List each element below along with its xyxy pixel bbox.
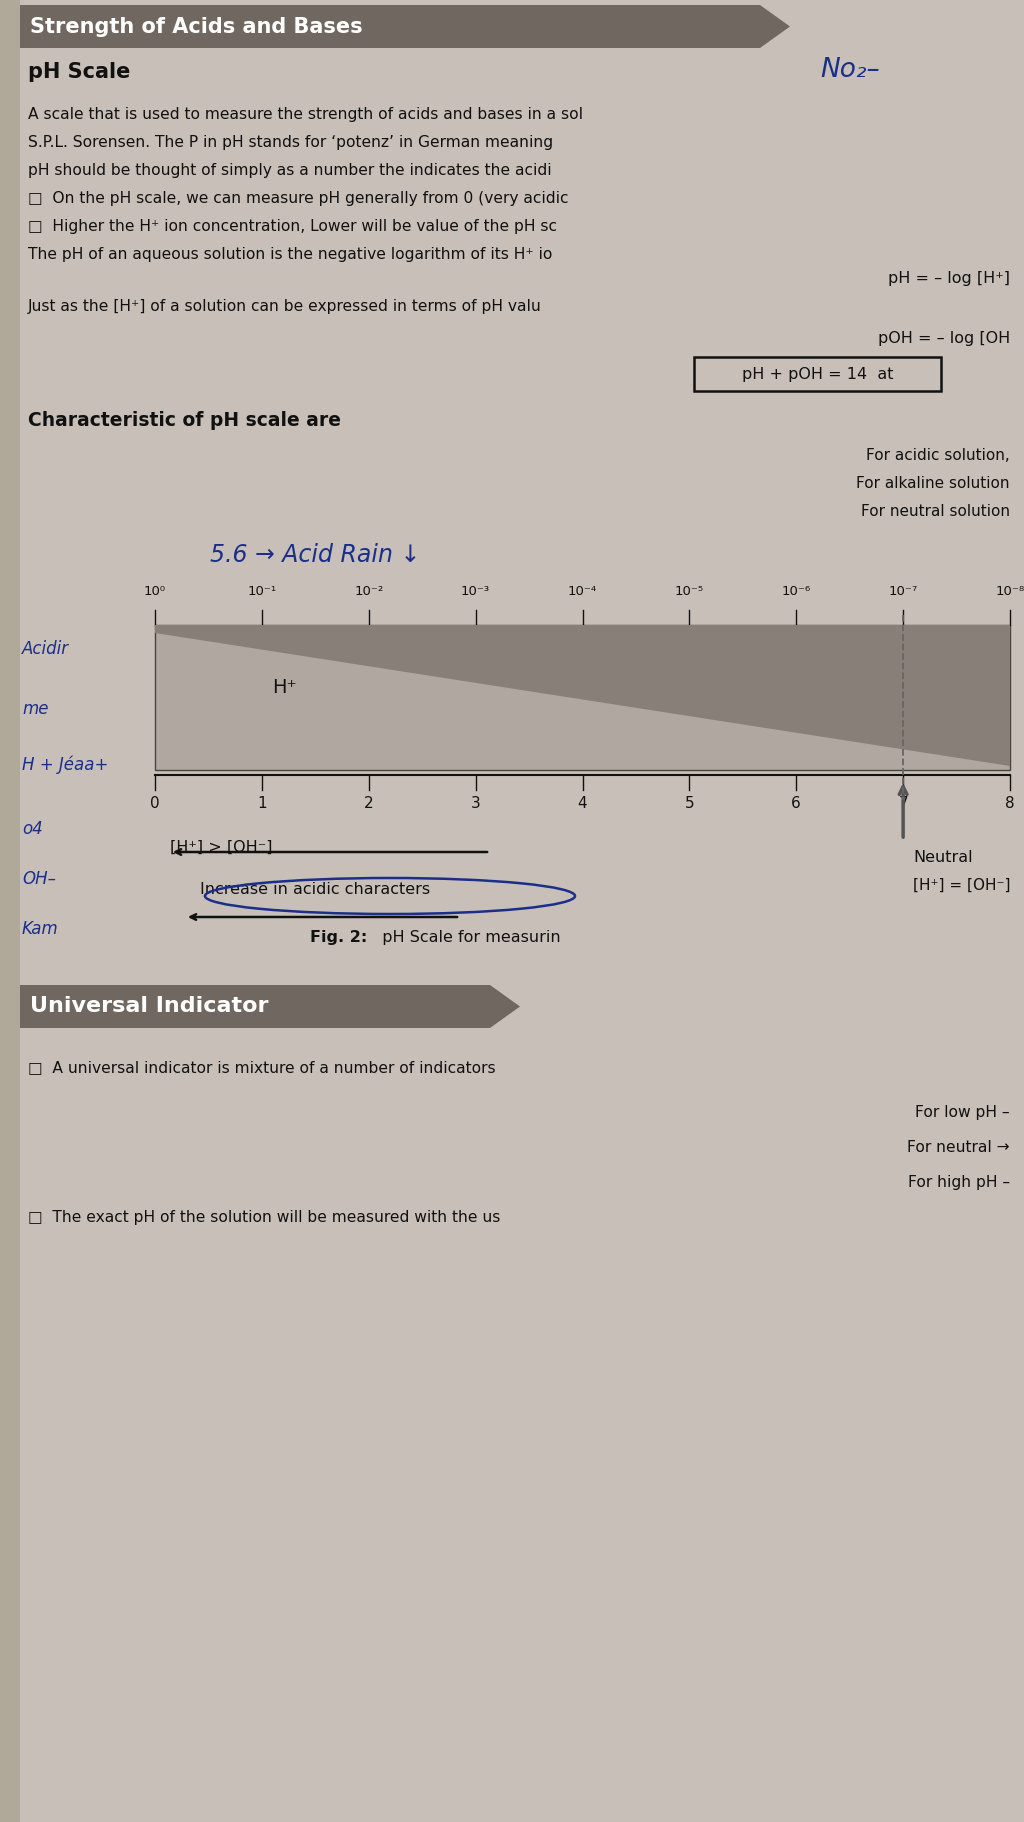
Text: For acidic solution,: For acidic solution, <box>866 448 1010 463</box>
Text: 6: 6 <box>792 796 801 811</box>
Bar <box>20 986 490 1028</box>
Text: 8: 8 <box>1006 796 1015 811</box>
Text: Acidir: Acidir <box>22 640 70 658</box>
Text: pH + pOH = 14  at: pH + pOH = 14 at <box>741 366 893 381</box>
Text: □  Higher the H⁺ ion concentration, Lower will be value of the pH sc: □ Higher the H⁺ ion concentration, Lower… <box>28 219 557 233</box>
Text: □  On the pH scale, we can measure pH generally from 0 (very acidic: □ On the pH scale, we can measure pH gen… <box>28 191 568 206</box>
Text: Fig. 2:: Fig. 2: <box>310 929 368 946</box>
Text: For alkaline solution: For alkaline solution <box>856 476 1010 490</box>
Text: o4: o4 <box>22 820 43 838</box>
Text: [H⁺] = [OH⁻]: [H⁺] = [OH⁻] <box>913 878 1011 893</box>
Text: Neutral: Neutral <box>913 851 973 865</box>
Text: □  A universal indicator is mixture of a number of indicators: □ A universal indicator is mixture of a … <box>28 1060 496 1075</box>
Text: me: me <box>22 700 48 718</box>
Text: Strength of Acids and Bases: Strength of Acids and Bases <box>30 16 362 36</box>
Text: For low pH –: For low pH – <box>915 1104 1010 1121</box>
Text: H⁺: H⁺ <box>272 678 297 698</box>
Text: Characteristic of pH scale are: Characteristic of pH scale are <box>28 410 341 430</box>
Text: 10⁻⁸: 10⁻⁸ <box>995 585 1024 598</box>
Text: 10⁻⁶: 10⁻⁶ <box>781 585 811 598</box>
Text: H + Jéaa+: H + Jéaa+ <box>22 754 109 774</box>
Text: OH–: OH– <box>22 869 56 887</box>
Text: 1: 1 <box>257 796 266 811</box>
Text: Kam: Kam <box>22 920 58 938</box>
FancyBboxPatch shape <box>694 357 941 392</box>
Polygon shape <box>155 625 1010 765</box>
Text: 5.6 → Acid Rain ↓: 5.6 → Acid Rain ↓ <box>210 543 420 567</box>
Text: For neutral solution: For neutral solution <box>861 503 1010 519</box>
Text: [H⁺] > [OH⁻]: [H⁺] > [OH⁻] <box>170 840 272 855</box>
Bar <box>0 0 20 1822</box>
Bar <box>20 5 760 47</box>
Text: 10⁻²: 10⁻² <box>354 585 383 598</box>
Text: 10⁰: 10⁰ <box>144 585 166 598</box>
Text: 3: 3 <box>471 796 480 811</box>
Text: A scale that is used to measure the strength of acids and bases in a sol: A scale that is used to measure the stre… <box>28 106 583 122</box>
Text: For neutral →: For neutral → <box>907 1141 1010 1155</box>
Text: 7: 7 <box>898 796 908 811</box>
Polygon shape <box>760 5 790 47</box>
Text: 10⁻¹: 10⁻¹ <box>248 585 276 598</box>
Text: □  The exact pH of the solution will be measured with the us: □ The exact pH of the solution will be m… <box>28 1210 501 1224</box>
Text: pOH = – log [OH: pOH = – log [OH <box>878 330 1010 346</box>
Text: Universal Indicator: Universal Indicator <box>30 997 268 1017</box>
Text: For high pH –: For high pH – <box>908 1175 1010 1190</box>
Text: Increase in acidic characters: Increase in acidic characters <box>200 882 430 896</box>
Text: 10⁻⁵: 10⁻⁵ <box>675 585 703 598</box>
Text: pH Scale: pH Scale <box>28 62 130 82</box>
Bar <box>155 625 1010 771</box>
Text: The pH of an aqueous solution is the negative logarithm of its H⁺ io: The pH of an aqueous solution is the neg… <box>28 246 552 262</box>
Polygon shape <box>490 986 520 1028</box>
Text: pH = – log [H⁺]: pH = – log [H⁺] <box>888 270 1010 286</box>
Text: Just as the [H⁺] of a solution can be expressed in terms of pH valu: Just as the [H⁺] of a solution can be ex… <box>28 299 542 313</box>
Text: 10⁻³: 10⁻³ <box>461 585 490 598</box>
Text: 0: 0 <box>151 796 160 811</box>
Text: 5: 5 <box>685 796 694 811</box>
Text: 10⁻⁷: 10⁻⁷ <box>889 585 918 598</box>
Text: No₂–: No₂– <box>820 56 880 84</box>
Text: 2: 2 <box>364 796 374 811</box>
Text: 4: 4 <box>578 796 588 811</box>
Text: 10⁻⁴: 10⁻⁴ <box>568 585 597 598</box>
Text: pH should be thought of simply as a number the indicates the acidi: pH should be thought of simply as a numb… <box>28 162 552 177</box>
Text: pH Scale for measurin: pH Scale for measurin <box>372 929 560 946</box>
Text: S.P.L. Sorensen. The P in pH stands for ‘potenz’ in German meaning: S.P.L. Sorensen. The P in pH stands for … <box>28 135 553 149</box>
